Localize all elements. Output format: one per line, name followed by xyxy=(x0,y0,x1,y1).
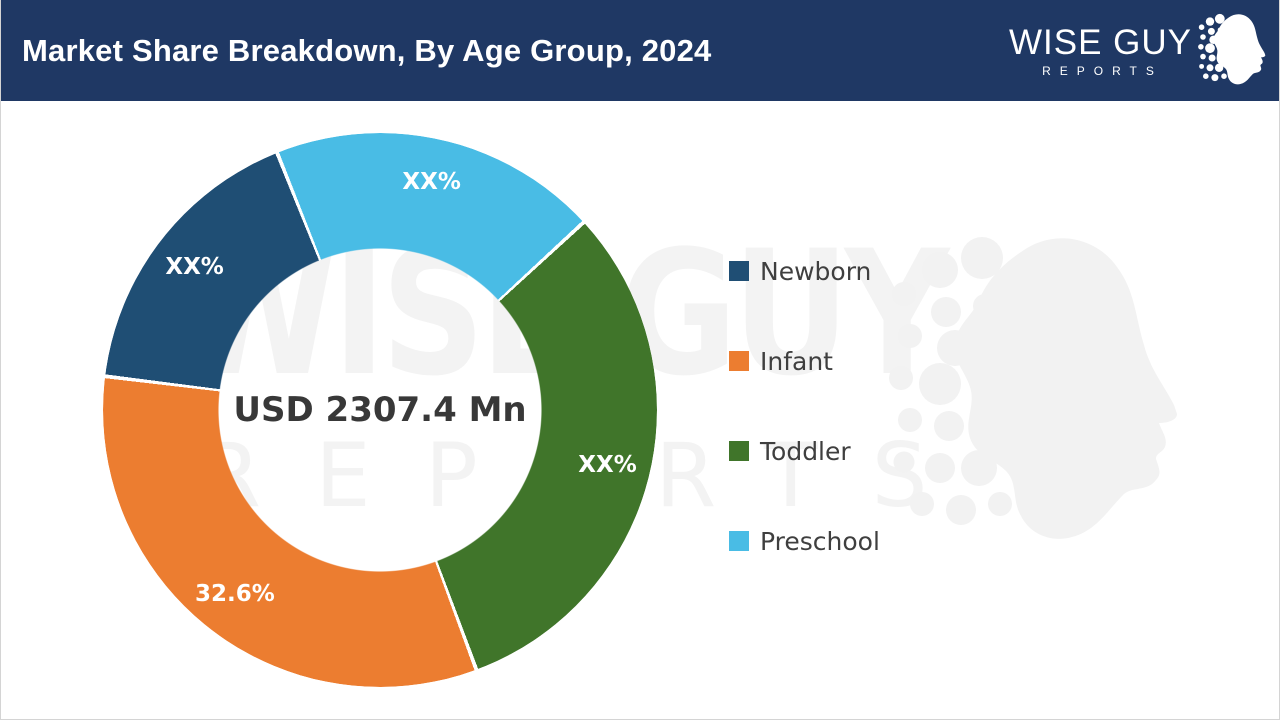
legend-label-newborn: Newborn xyxy=(760,256,872,286)
logo-wordmark: WISE GUY xyxy=(1008,22,1192,62)
slice-label-preschool: XX% xyxy=(402,168,461,195)
slice-label-newborn: XX% xyxy=(165,254,224,281)
donut-chart: USD 2307.4 Mn XX% XX% 32.6% XX% xyxy=(103,133,657,687)
watermark-face-icon xyxy=(889,237,1177,539)
legend-item-toddler: Toddler xyxy=(729,436,880,466)
legend-swatch-infant xyxy=(729,351,749,371)
chart-legend: Newborn Infant Toddler Preschool xyxy=(729,256,880,621)
page-title: Market Share Breakdown, By Age Group, 20… xyxy=(22,32,712,68)
slice-label-toddler: XX% xyxy=(578,451,637,478)
wiseguy-face-icon xyxy=(1198,13,1266,84)
legend-swatch-preschool xyxy=(729,531,749,551)
legend-label-toddler: Toddler xyxy=(760,436,851,466)
legend-label-preschool: Preschool xyxy=(760,526,880,556)
legend-item-infant: Infant xyxy=(729,346,880,376)
legend-item-preschool: Preschool xyxy=(729,526,880,556)
logo-sub-wordmark: REPORTS xyxy=(1042,63,1163,78)
center-value-label: USD 2307.4 Mn xyxy=(233,390,527,430)
donut-ring xyxy=(103,133,657,687)
legend-item-newborn: Newborn xyxy=(729,256,880,286)
legend-label-infant: Infant xyxy=(760,346,833,376)
legend-swatch-newborn xyxy=(729,261,749,281)
legend-swatch-toddler xyxy=(729,441,749,461)
header-bar: Market Share Breakdown, By Age Group, 20… xyxy=(0,0,1280,101)
slice-label-infant: 32.6% xyxy=(195,580,275,607)
wiseguy-logo-text: WISE GUY REPORTS xyxy=(1009,25,1192,77)
wiseguy-logo: WISE GUY REPORTS xyxy=(1009,9,1266,93)
